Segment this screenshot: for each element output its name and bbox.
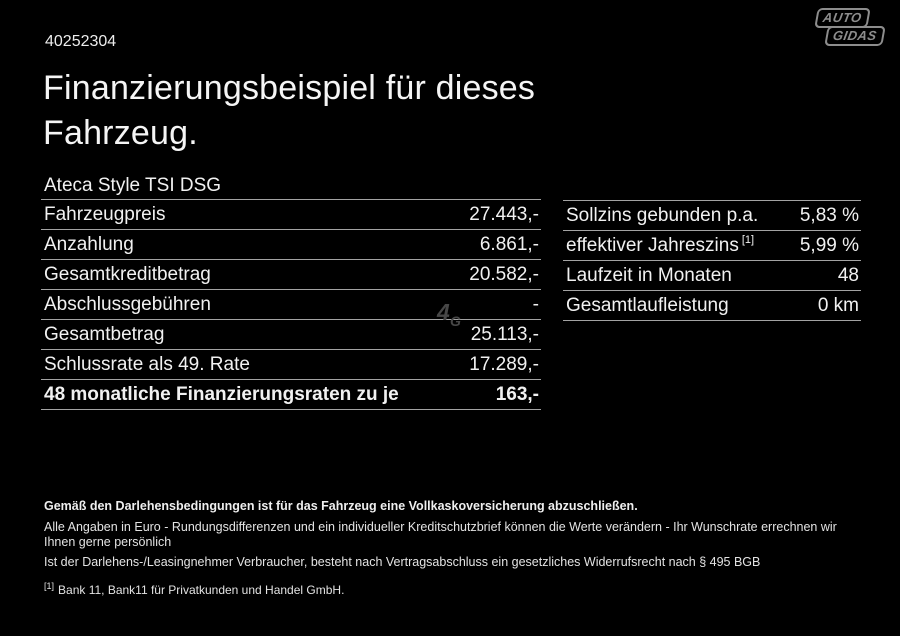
- table-row-anzahlung: Anzahlung 6.861,-: [41, 230, 541, 260]
- autogidas-logo-gidas-text: GIDAS: [824, 26, 886, 46]
- row-label: Anzahlung: [44, 233, 134, 255]
- table-row-abschlussgebuehren: Abschlussgebühren -: [41, 290, 541, 320]
- row-value: 17.289,-: [469, 353, 539, 375]
- table-row-gesamtlaufleistung: Gesamtlaufleistung 0 km: [563, 291, 861, 321]
- listing-id: 40252304: [45, 33, 117, 50]
- footnote-text: Bank 11, Bank11 für Privatkunden und Han…: [58, 583, 345, 597]
- row-value: -: [532, 293, 539, 315]
- table-row-laufzeit: Laufzeit in Monaten 48: [563, 261, 861, 291]
- row-label: Schlussrate als 49. Rate: [44, 353, 250, 375]
- row-label: effektiver Jahreszins [1]: [566, 234, 755, 256]
- footer-disclaimer-line2: Ist der Darlehens-/Leasingnehmer Verbrau…: [44, 555, 761, 569]
- table-row-schlussrate: Schlussrate als 49. Rate 17.289,-: [41, 350, 541, 380]
- row-label: Abschlussgebühren: [44, 293, 211, 315]
- table-row-effektiver-jahreszins: effektiver Jahreszins [1] 5,99 %: [563, 231, 861, 261]
- footnote-marker: [1]: [44, 581, 55, 591]
- row-label: Gesamtlaufleistung: [566, 294, 729, 316]
- row-value: 20.582,-: [469, 263, 539, 285]
- row-value: 48: [837, 264, 859, 286]
- table-row-gesamtkreditbetrag: Gesamtkreditbetrag 20.582,-: [41, 260, 541, 290]
- vehicle-model: Ateca Style TSI DSG: [41, 172, 541, 200]
- conditions-table: Sollzins gebunden p.a. 5,83 % effektiver…: [563, 200, 861, 321]
- row-value: 0 km: [817, 294, 859, 316]
- row-value: 27.443,-: [469, 203, 539, 225]
- footer-disclaimer-line1: Alle Angaben in Euro - Rundungsdifferenz…: [44, 520, 837, 549]
- autogidas-logo: AUTO GIDAS: [812, 8, 894, 54]
- autogidas-logo-auto-text: AUTO: [814, 8, 871, 28]
- legal-footer: Gemäß den Darlehensbedingungen ist für d…: [44, 499, 864, 597]
- page-title: Finanzierungsbeispiel für dieses Fahrzeug…: [43, 66, 535, 156]
- row-label: Gesamtbetrag: [44, 323, 165, 345]
- footer-insurance-note: Gemäß den Darlehensbedingungen ist für d…: [44, 499, 638, 513]
- row-value: 25.113,-: [470, 323, 539, 345]
- table-row-gesamtbetrag: Gesamtbetrag 25.113,-: [41, 320, 541, 350]
- table-row-monthly-rate-highlight: 48 monatliche Finanzierungsraten zu je 1…: [41, 380, 541, 410]
- row-label: Fahrzeugpreis: [44, 203, 166, 225]
- footer-footnote: [1] Bank 11, Bank11 für Privatkunden und …: [44, 579, 864, 597]
- page-title-line1: Finanzierungsbeispiel für dieses: [43, 69, 536, 107]
- financing-table: Ateca Style TSI DSG Fahrzeugpreis 27.443…: [41, 172, 541, 410]
- row-label: Laufzeit in Monaten: [566, 264, 732, 286]
- table-row-sollzins: Sollzins gebunden p.a. 5,83 %: [563, 201, 861, 231]
- footnote-ref: [1]: [741, 234, 755, 247]
- row-label: Gesamtkreditbetrag: [44, 263, 211, 285]
- row-value: 5,83 %: [799, 204, 859, 226]
- row-label: Sollzins gebunden p.a.: [566, 204, 759, 226]
- row-value: 163,-: [495, 383, 539, 405]
- row-value: 5,99 %: [799, 234, 859, 256]
- row-value: 6.861,-: [479, 233, 539, 255]
- table-row-fahrzeugpreis: Fahrzeugpreis 27.443,-: [41, 200, 541, 230]
- row-label: 48 monatliche Finanzierungsraten zu je: [44, 383, 399, 405]
- page-title-line2: Fahrzeug.: [43, 114, 198, 152]
